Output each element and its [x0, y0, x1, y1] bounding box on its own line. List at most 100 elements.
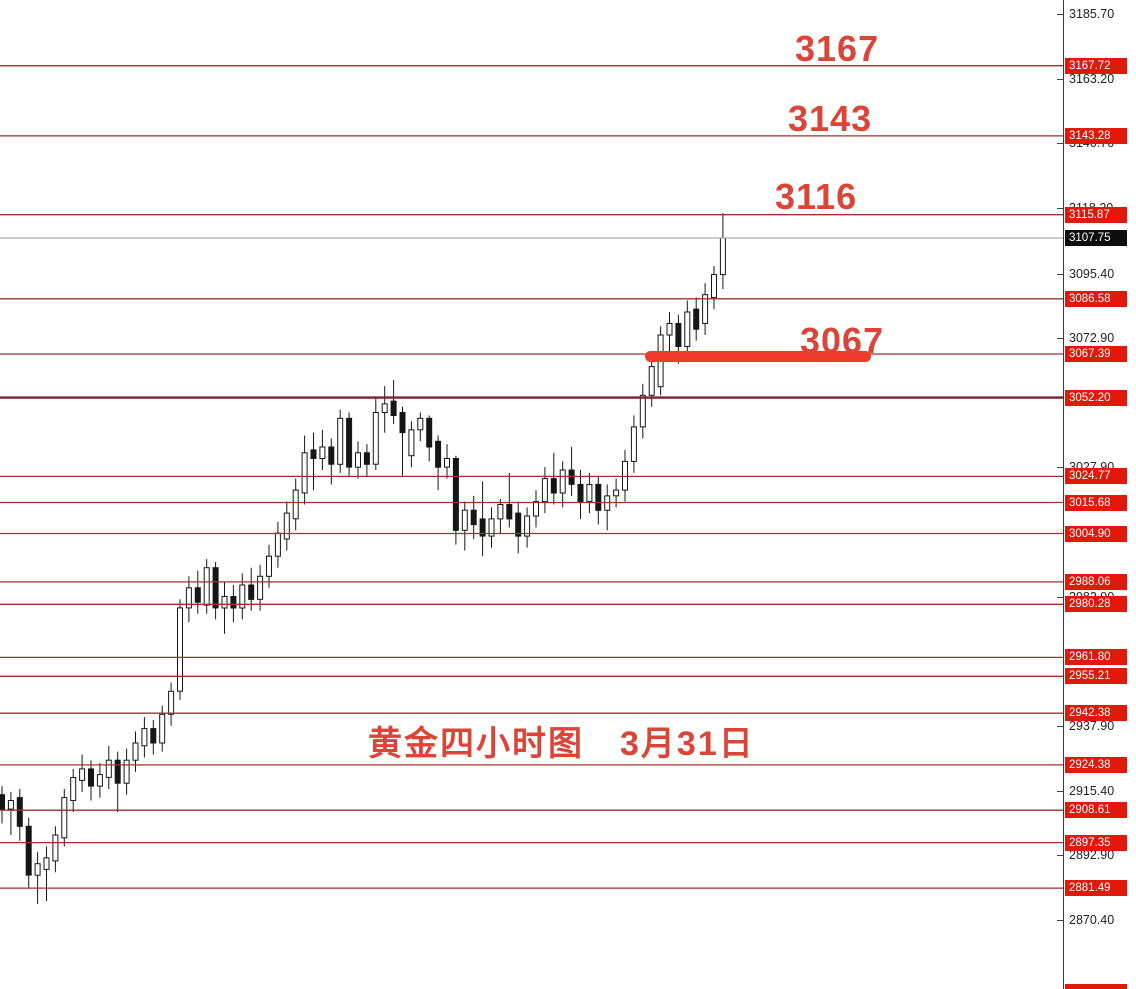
level-price-badge: 2881.49: [1065, 880, 1127, 897]
chart-plot-area[interactable]: [0, 0, 1063, 989]
axis-tick-label: 3185.70: [1069, 7, 1115, 21]
candle-body: [515, 512, 522, 537]
candle-body: [141, 728, 148, 747]
candle-body: [711, 274, 717, 299]
level-price-badge: 3024.77: [1065, 468, 1127, 485]
candle-body: [185, 587, 192, 609]
axis-tick-label: 2892.90: [1069, 848, 1115, 863]
candle-body: [79, 768, 86, 781]
candle-body: [61, 797, 68, 839]
level-price-badge: 3015.68: [1065, 494, 1127, 511]
candle-body: [319, 446, 326, 459]
candle-body: [435, 440, 442, 468]
candle-body: [105, 759, 112, 778]
candle-body: [239, 584, 246, 609]
axis-tick-dash: [1057, 467, 1063, 469]
axis-tick-dash: [1057, 790, 1063, 792]
axis-tick-label: 2915.40: [1069, 783, 1115, 798]
candle-body: [274, 532, 281, 557]
axis-tick-dash: [1057, 855, 1063, 857]
price-axis[interactable]: 3185.703163.203140.703118.203095.403072.…: [1063, 0, 1136, 989]
candle-body: [70, 777, 77, 801]
axis-tick-dash: [1057, 143, 1063, 145]
candle-body: [408, 429, 415, 457]
candle-body: [212, 567, 219, 609]
candle-body: [417, 417, 424, 431]
axis-tick-dash: [1057, 208, 1063, 209]
candle-body: [96, 774, 103, 787]
level-price-badge: 3052.20: [1065, 389, 1127, 406]
candle-body: [488, 518, 495, 537]
axis-tick-label: 3072.90: [1069, 331, 1115, 346]
axis-tick-label: 3095.40: [1069, 266, 1115, 281]
candle-body: [168, 690, 175, 715]
level-price-badge: 3115.87: [1065, 206, 1127, 223]
price-badge-partial: [1065, 984, 1127, 989]
candle-body: [648, 366, 655, 396]
candle-body: [684, 311, 691, 347]
candle-body: [34, 863, 41, 876]
axis-tick-label: 2937.90: [1069, 719, 1115, 733]
level-price-badge: 2924.38: [1065, 756, 1127, 773]
price-callout-3067: 3067: [800, 320, 885, 361]
axis-tick-dash: [1057, 338, 1063, 340]
price-callout-3167: 3167: [795, 28, 880, 69]
candle-body: [123, 759, 130, 784]
level-price-badge: 3143.28: [1065, 127, 1127, 144]
candle-body: [550, 478, 557, 494]
level-price-badge: 2942.38: [1065, 705, 1127, 722]
current-price-badge: 3107.75: [1065, 230, 1127, 246]
level-price-badge: 3167.72: [1065, 57, 1127, 74]
candle-body: [0, 794, 5, 810]
level-price-badge: 2980.28: [1065, 596, 1127, 613]
candle-body: [43, 857, 50, 870]
candle-body: [426, 417, 433, 448]
chart-title-annotation: 黄金四小时图 3月31日: [368, 725, 755, 763]
candle-body: [524, 515, 531, 537]
candle-body: [702, 294, 709, 324]
level-price-badge: 3004.90: [1065, 525, 1127, 542]
candle-body: [613, 489, 620, 497]
candle-body: [221, 596, 228, 609]
candle-body: [132, 742, 139, 761]
candle-body: [639, 394, 646, 428]
level-price-badge: 2908.61: [1065, 802, 1127, 819]
candle-body: [470, 509, 477, 526]
candle-body: [541, 478, 548, 503]
level-price-badge: 2988.06: [1065, 573, 1127, 590]
price-callout-3143: 3143: [788, 98, 873, 139]
candle-body: [248, 584, 255, 600]
axis-tick-dash: [1057, 920, 1063, 921]
level-price-badge: 3086.58: [1065, 290, 1127, 307]
candle-body: [559, 469, 566, 494]
candle-body: [203, 567, 210, 606]
candle-body: [7, 800, 14, 810]
highlight-oval: [645, 351, 871, 362]
candle-body: [479, 518, 486, 537]
candle-body: [381, 403, 388, 413]
axis-tick-label: 3163.20: [1069, 71, 1115, 86]
candle-body: [452, 458, 459, 531]
candle-body: [310, 449, 317, 459]
level-price-badge: 2961.80: [1065, 649, 1127, 666]
axis-tick-dash: [1057, 14, 1063, 15]
candle-body: [372, 412, 379, 465]
candle-body: [52, 834, 59, 862]
level-price-badge: 2955.21: [1065, 668, 1127, 685]
candle-body: [159, 713, 166, 744]
candle-body: [337, 417, 344, 465]
candle-body: [301, 452, 308, 494]
level-price-badge: 3067.39: [1065, 346, 1127, 362]
candle-body: [346, 417, 353, 468]
candle-body: [497, 504, 504, 520]
candle-body: [88, 768, 94, 787]
candle-body: [399, 412, 406, 434]
candle-body: [16, 797, 23, 827]
axis-tick-dash: [1057, 726, 1063, 727]
axis-tick-dash: [1057, 273, 1063, 275]
candle-body: [363, 452, 370, 465]
candle-body: [719, 237, 726, 276]
candle-body: [230, 596, 237, 609]
candle-body: [25, 825, 32, 876]
